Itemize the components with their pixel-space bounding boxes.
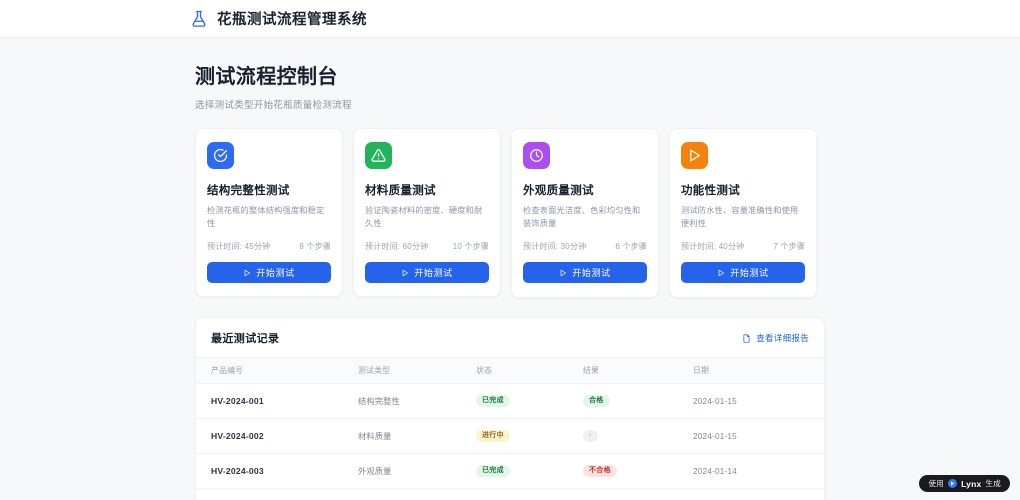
- col-test-type: 测试类型: [358, 357, 476, 385]
- test-card-structural[interactable]: 结构完整性测试 检测花瓶的整体结构强度和稳定性 预计时间: 45分钟 8 个步骤…: [195, 128, 343, 298]
- play-icon: [559, 269, 567, 277]
- col-product-code: 产品编号: [196, 357, 358, 385]
- document-icon: [742, 334, 751, 343]
- result-badge: 不合格: [583, 465, 617, 478]
- status-badge: 已完成: [476, 395, 510, 408]
- cell-status: 已完成: [476, 489, 583, 500]
- page-title: 测试流程控制台: [195, 66, 338, 88]
- brand: 花瓶测试流程管理系统: [190, 8, 367, 29]
- warning-triangle-icon: [365, 142, 392, 169]
- cell-date: 2024-01-15: [693, 418, 824, 455]
- play-icon: [717, 269, 725, 277]
- recent-records-panel: 最近测试记录 查看详细报告 产品编号 测试类型: [195, 317, 825, 500]
- result-badge: 合格: [583, 395, 610, 408]
- test-card-meta: 预计时间: 60分钟 10 个步骤: [365, 241, 489, 252]
- cell-result: 合格: [583, 489, 693, 500]
- table-row[interactable]: HV-2024-004 功能性 已完成 合格 2024-01-14: [196, 489, 824, 500]
- start-test-button[interactable]: 开始测试: [365, 262, 489, 284]
- watermark-prefix: 使用: [928, 479, 945, 488]
- lynx-logo-icon: [948, 479, 958, 488]
- test-card-meta: 预计时间: 45分钟 8 个步骤: [207, 241, 331, 252]
- clock-icon: [523, 142, 550, 169]
- test-card-title: 结构完整性测试: [207, 185, 290, 197]
- cell-date: 2024-01-15: [693, 383, 824, 420]
- test-card-description: 检测花瓶的整体结构强度和稳定性: [207, 206, 325, 228]
- cell-test-type: 结构完整性: [358, 383, 476, 420]
- check-circle-icon: [207, 142, 234, 169]
- table-row[interactable]: HV-2024-001 结构完整性 已完成 合格 2024-01-15: [196, 383, 824, 420]
- page-subtitle: 选择测试类型开始花瓶质量检测流程: [195, 100, 352, 111]
- play-icon: [243, 269, 251, 277]
- page-body: 测试流程控制台 选择测试类型开始花瓶质量检测流程 结构完整性测试 检测花瓶的整体…: [0, 38, 1020, 500]
- test-card-duration: 预计时间: 45分钟: [207, 242, 271, 252]
- test-card-title: 外观质量测试: [523, 185, 594, 197]
- recent-records-header: 最近测试记录 查看详细报告: [196, 318, 824, 357]
- result-badge: -: [583, 430, 598, 443]
- start-test-label: 开始测试: [730, 268, 769, 279]
- test-card-material[interactable]: 材料质量测试 验证陶瓷材料的密度、硬度和耐久性 预计时间: 60分钟 10 个步…: [353, 128, 501, 298]
- test-type-card-list: 结构完整性测试 检测花瓶的整体结构强度和稳定性 预计时间: 45分钟 8 个步骤…: [195, 128, 825, 299]
- records-table: 产品编号 测试类型 状态 结果 日期 HV-2024-001 结构完整性 已完成: [196, 357, 824, 500]
- cell-product-code: HV-2024-003: [196, 453, 358, 490]
- cell-test-type: 外观质量: [358, 453, 476, 490]
- cell-test-type: 功能性: [358, 489, 476, 500]
- start-test-label: 开始测试: [256, 268, 295, 279]
- lynx-watermark[interactable]: 使用 Lynx 生成: [919, 475, 1010, 492]
- records-table-body: HV-2024-001 结构完整性 已完成 合格 2024-01-15 HV-2…: [196, 383, 824, 500]
- play-icon: [401, 269, 409, 277]
- cell-result: -: [583, 418, 693, 455]
- cell-product-code: HV-2024-001: [196, 383, 358, 420]
- view-report-label: 查看详细报告: [756, 333, 809, 344]
- watermark-suffix: 生成: [985, 479, 1001, 488]
- col-date: 日期: [693, 357, 824, 385]
- cell-result: 不合格: [583, 453, 693, 490]
- play-icon: [681, 142, 708, 169]
- table-row[interactable]: HV-2024-002 材料质量 进行中 - 2024-01-15: [196, 418, 824, 455]
- start-test-label: 开始测试: [414, 268, 453, 279]
- test-card-meta: 预计时间: 30分钟 6 个步骤: [523, 241, 647, 252]
- test-card-duration: 预计时间: 30分钟: [523, 242, 587, 252]
- cell-result: 合格: [583, 383, 693, 420]
- col-result: 结果: [583, 357, 693, 385]
- test-card-steps: 6 个步骤: [615, 242, 647, 252]
- test-card-steps: 8 个步骤: [299, 242, 331, 252]
- table-header-row: 产品编号 测试类型 状态 结果 日期: [196, 357, 824, 385]
- status-badge: 已完成: [476, 465, 510, 478]
- start-test-button[interactable]: 开始测试: [523, 262, 647, 284]
- test-card-duration: 预计时间: 40分钟: [681, 242, 745, 252]
- app-header: 花瓶测试流程管理系统: [0, 0, 1020, 38]
- cell-date: 2024-01-14: [693, 453, 824, 490]
- test-card-description: 检查表面光洁度、色彩均匀性和装饰质量: [523, 206, 641, 228]
- view-report-link[interactable]: 查看详细报告: [742, 332, 809, 344]
- test-card-title: 材料质量测试: [365, 185, 436, 197]
- test-card-appearance[interactable]: 外观质量测试 检查表面光洁度、色彩均匀性和装饰质量 预计时间: 30分钟 6 个…: [511, 128, 659, 299]
- cell-status: 进行中: [476, 418, 583, 455]
- status-badge: 进行中: [476, 430, 510, 443]
- app-title: 花瓶测试流程管理系统: [217, 12, 367, 28]
- start-test-label: 开始测试: [572, 268, 611, 279]
- col-status: 状态: [476, 357, 583, 385]
- start-test-button[interactable]: 开始测试: [207, 262, 331, 284]
- test-card-description: 验证陶瓷材料的密度、硬度和耐久性: [365, 206, 483, 228]
- cell-product-code: HV-2024-004: [196, 489, 358, 500]
- test-card-duration: 预计时间: 60分钟: [365, 242, 429, 252]
- table-row[interactable]: HV-2024-003 外观质量 已完成 不合格 2024-01-14: [196, 453, 824, 490]
- test-card-title: 功能性测试: [681, 185, 740, 197]
- test-card-description: 测试防水性、容量准确性和使用便利性: [681, 206, 799, 228]
- test-card-meta: 预计时间: 40分钟 7 个步骤: [681, 241, 805, 252]
- start-test-button[interactable]: 开始测试: [681, 262, 805, 284]
- cell-status: 已完成: [476, 383, 583, 420]
- watermark-brand: Lynx: [961, 478, 982, 489]
- cell-status: 已完成: [476, 453, 583, 490]
- cell-product-code: HV-2024-002: [196, 418, 358, 455]
- recent-records-title: 最近测试记录: [211, 333, 280, 346]
- cell-test-type: 材料质量: [358, 418, 476, 455]
- test-card-steps: 7 个步骤: [773, 242, 805, 252]
- cell-date: 2024-01-14: [693, 489, 824, 500]
- flask-icon: [190, 10, 208, 28]
- test-card-functional[interactable]: 功能性测试 测试防水性、容量准确性和使用便利性 预计时间: 40分钟 7 个步骤…: [669, 128, 817, 299]
- records-table-head: 产品编号 测试类型 状态 结果 日期: [196, 357, 824, 385]
- test-card-steps: 10 个步骤: [452, 242, 489, 252]
